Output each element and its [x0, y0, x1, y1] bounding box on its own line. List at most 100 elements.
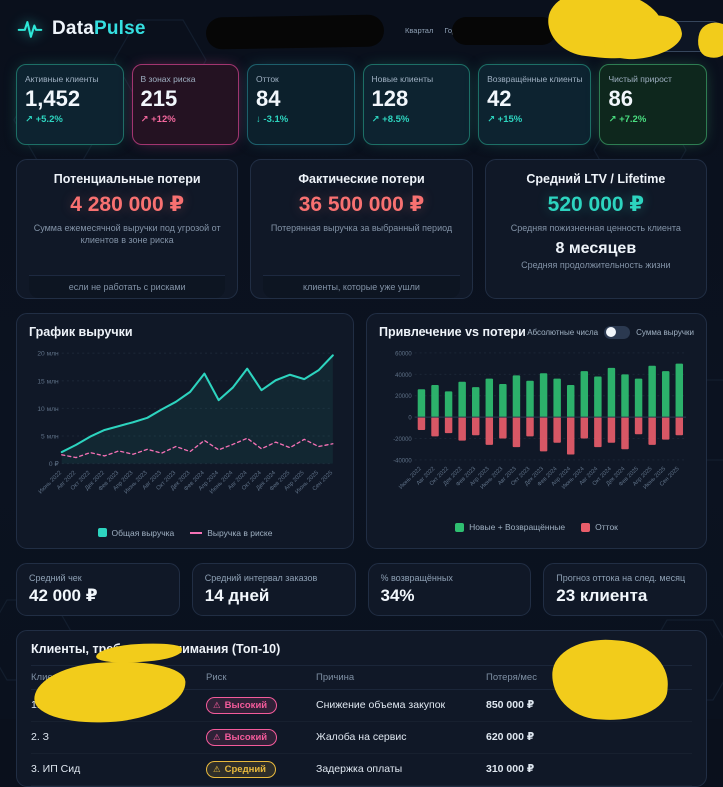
lifetime-value: 8 месяцев: [555, 240, 637, 258]
legend-label: Общая выручка: [111, 527, 175, 538]
kpi-card-net-growth: Чистый прирост 86 ↗ +7.2%: [599, 64, 707, 145]
redaction-black-bar: [205, 14, 385, 50]
returned-percent-card: % возвращённых 34%: [367, 562, 532, 616]
card-title: Средний LTV / Lifetime: [526, 172, 666, 186]
svg-text:15 млн: 15 млн: [37, 378, 59, 385]
kpi-label: Чистый прирост: [608, 74, 672, 84]
kpi-value: 1,452: [25, 86, 81, 111]
kpi-card-risk-zone: В зонах риска 215 ↗ +12%: [131, 64, 240, 145]
logo: DataPulse: [16, 15, 146, 43]
svg-text:0 ₽: 0 ₽: [49, 461, 59, 468]
stat-label: % возвращённых: [380, 572, 453, 583]
ltv-description: Средняя пожизненная ценность клиента: [510, 223, 681, 233]
svg-text:-40000: -40000: [393, 458, 412, 464]
toggle-knob: [605, 327, 616, 337]
warning-icon: ⚠: [213, 700, 221, 711]
reason-cell: Жалоба на сервис: [316, 731, 407, 744]
svg-text:20000: 20000: [395, 394, 412, 400]
reason-cell: Снижение объема закупок: [316, 699, 446, 712]
svg-text:5 млн: 5 млн: [41, 434, 59, 441]
risk-badge-high: ⚠ Высокий: [206, 696, 278, 714]
kpi-label: В зонах риска: [140, 74, 196, 84]
table-row[interactable]: 2. З ⚠ Высокий Жалоба на сервис 620 000 ₽: [31, 722, 692, 754]
kpi-delta: ↗ +12%: [140, 114, 176, 126]
legend-item: Новые + Возвращённые: [455, 522, 565, 532]
legend-label: Выручка в риске: [207, 527, 273, 538]
loss-value: 4 280 000 ₽: [70, 193, 185, 216]
svg-text:40000: 40000: [395, 373, 412, 379]
pulse-waveform-icon: [16, 15, 44, 43]
churn-forecast-card: Прогноз оттока на след. месяц 23 клиента: [543, 562, 707, 616]
charts-row: График выручки 0 ₽ 5 млн 10 млн 15 млн 20 мл…: [16, 313, 707, 549]
toggle-label-absolute[interactable]: Абсолютные числа: [527, 327, 599, 337]
legend-label: Отток: [595, 522, 618, 533]
brand-title: DataPulse: [52, 18, 146, 40]
kpi-value: 215: [140, 86, 178, 111]
actual-loss-card: Фактические потери 36 500 000 ₽ Потерянн…: [250, 159, 473, 299]
kpi-delta: ↗ +15%: [487, 114, 523, 126]
client-name: 2. З: [31, 731, 50, 744]
revenue-line-chart[interactable]: 0 ₽5 млн 10 млн 15 млн 20 млн Июнь 2022 Авг 2…: [29, 345, 341, 526]
loss-cards-row: Потенциальные потери 4 280 000 ₽ Сумма е…: [16, 159, 707, 299]
loss-footer-note: клиенты, которые уже ушли: [263, 275, 460, 298]
legend-swatch-new: [455, 522, 465, 532]
svg-text:-20000: -20000: [393, 437, 412, 443]
chart-header: Привлечение vs потери Абсолютные числа С…: [379, 325, 694, 339]
ltv-card: Средний LTV / Lifetime 520 000 ₽ Средняя…: [484, 159, 707, 299]
kpi-value: 128: [371, 86, 409, 111]
stat-value: 34%: [380, 585, 415, 605]
risk-label: Средний: [224, 763, 267, 775]
column-header-risk: Риск: [206, 671, 227, 683]
stat-label: Средний чек: [29, 572, 82, 583]
loss-cell: 310 000 ₽: [486, 763, 535, 776]
chart-mode-toggle-group: Абсолютные числа Сумма выручки: [527, 325, 694, 339]
kpi-label: Отток: [256, 74, 279, 84]
column-header-loss: Потеря/мес: [486, 671, 537, 683]
kpi-card-returned-clients: Возвращённые клиенты 42 ↗ +15%: [478, 64, 592, 145]
legend-item: Отток: [581, 522, 618, 532]
loss-cell: 850 000 ₽: [486, 699, 535, 712]
svg-text:0: 0: [408, 416, 412, 422]
brand-first: Data: [52, 18, 94, 39]
brand-second: Pulse: [93, 18, 146, 39]
kpi-delta: ↗ +7.2%: [608, 114, 647, 126]
acquisition-bar-chart[interactable]: 60000 40000 20000 0 -20000 -40000 Июнь 2022 Авг…: [379, 345, 694, 520]
svg-text:10 млн: 10 млн: [37, 406, 59, 413]
loss-value: 36 500 000 ₽: [298, 193, 425, 216]
risk-badge-high: ⚠ Высокий: [206, 728, 278, 746]
stat-label: Прогноз оттока на след. месяц: [556, 572, 686, 583]
svg-text:60000: 60000: [395, 351, 412, 357]
legend-item: Общая выручка: [97, 527, 175, 538]
kpi-value: 84: [256, 86, 281, 111]
period-year[interactable]: Год: [444, 26, 457, 35]
reason-cell: Задержка оплаты: [316, 763, 403, 776]
period-quarter[interactable]: Квартал: [405, 26, 434, 35]
kpi-row: Активные клиенты 1,452 ↗ +5.2% В зонах р…: [16, 64, 707, 145]
svg-text:20 млн: 20 млн: [37, 351, 59, 358]
loss-footer-note: если не работать с рисками: [29, 275, 226, 298]
kpi-label: Возвращённые клиенты: [487, 74, 583, 84]
risk-cell: ⚠ Средний: [206, 760, 316, 778]
loss-description: Сумма ежемесячной выручки под угрозой от…: [33, 223, 221, 246]
kpi-value: 42: [487, 86, 512, 111]
risk-cell: ⚠ Высокий: [206, 696, 316, 714]
legend-swatch-risk: [190, 531, 203, 534]
legend-swatch-total: [97, 528, 107, 538]
stat-value: 14 дней: [204, 585, 270, 605]
avg-order-interval-card: Средний интервал заказов 14 дней: [191, 562, 356, 616]
risk-label: Высокий: [224, 731, 268, 743]
stat-value: 23 клиента: [556, 585, 648, 605]
lifetime-description: Средняя продолжительность жизни: [521, 260, 671, 271]
kpi-delta: ↓ -3.1%: [256, 114, 289, 126]
table-row[interactable]: 3. ИП Сид ⚠ Средний Задержка оплаты 310 0…: [31, 754, 692, 786]
chart-mode-toggle[interactable]: [604, 325, 631, 339]
chart-header: График выручки: [29, 325, 341, 339]
loss-description: Потерянная выручка за выбранный период: [270, 223, 453, 233]
risk-cell: ⚠ Высокий: [206, 728, 316, 746]
revenue-chart-legend: Общая выручка Выручка в риске: [29, 526, 341, 540]
stat-label: Средний интервал заказов: [204, 572, 318, 583]
client-name: 3. ИП Сид: [31, 763, 81, 776]
revenue-chart-card: График выручки 0 ₽ 5 млн 10 млн 15 млн 20 мл…: [16, 313, 354, 549]
risk-badge-medium: ⚠ Средний: [206, 760, 277, 778]
toggle-label-revenue[interactable]: Сумма выручки: [636, 327, 694, 337]
